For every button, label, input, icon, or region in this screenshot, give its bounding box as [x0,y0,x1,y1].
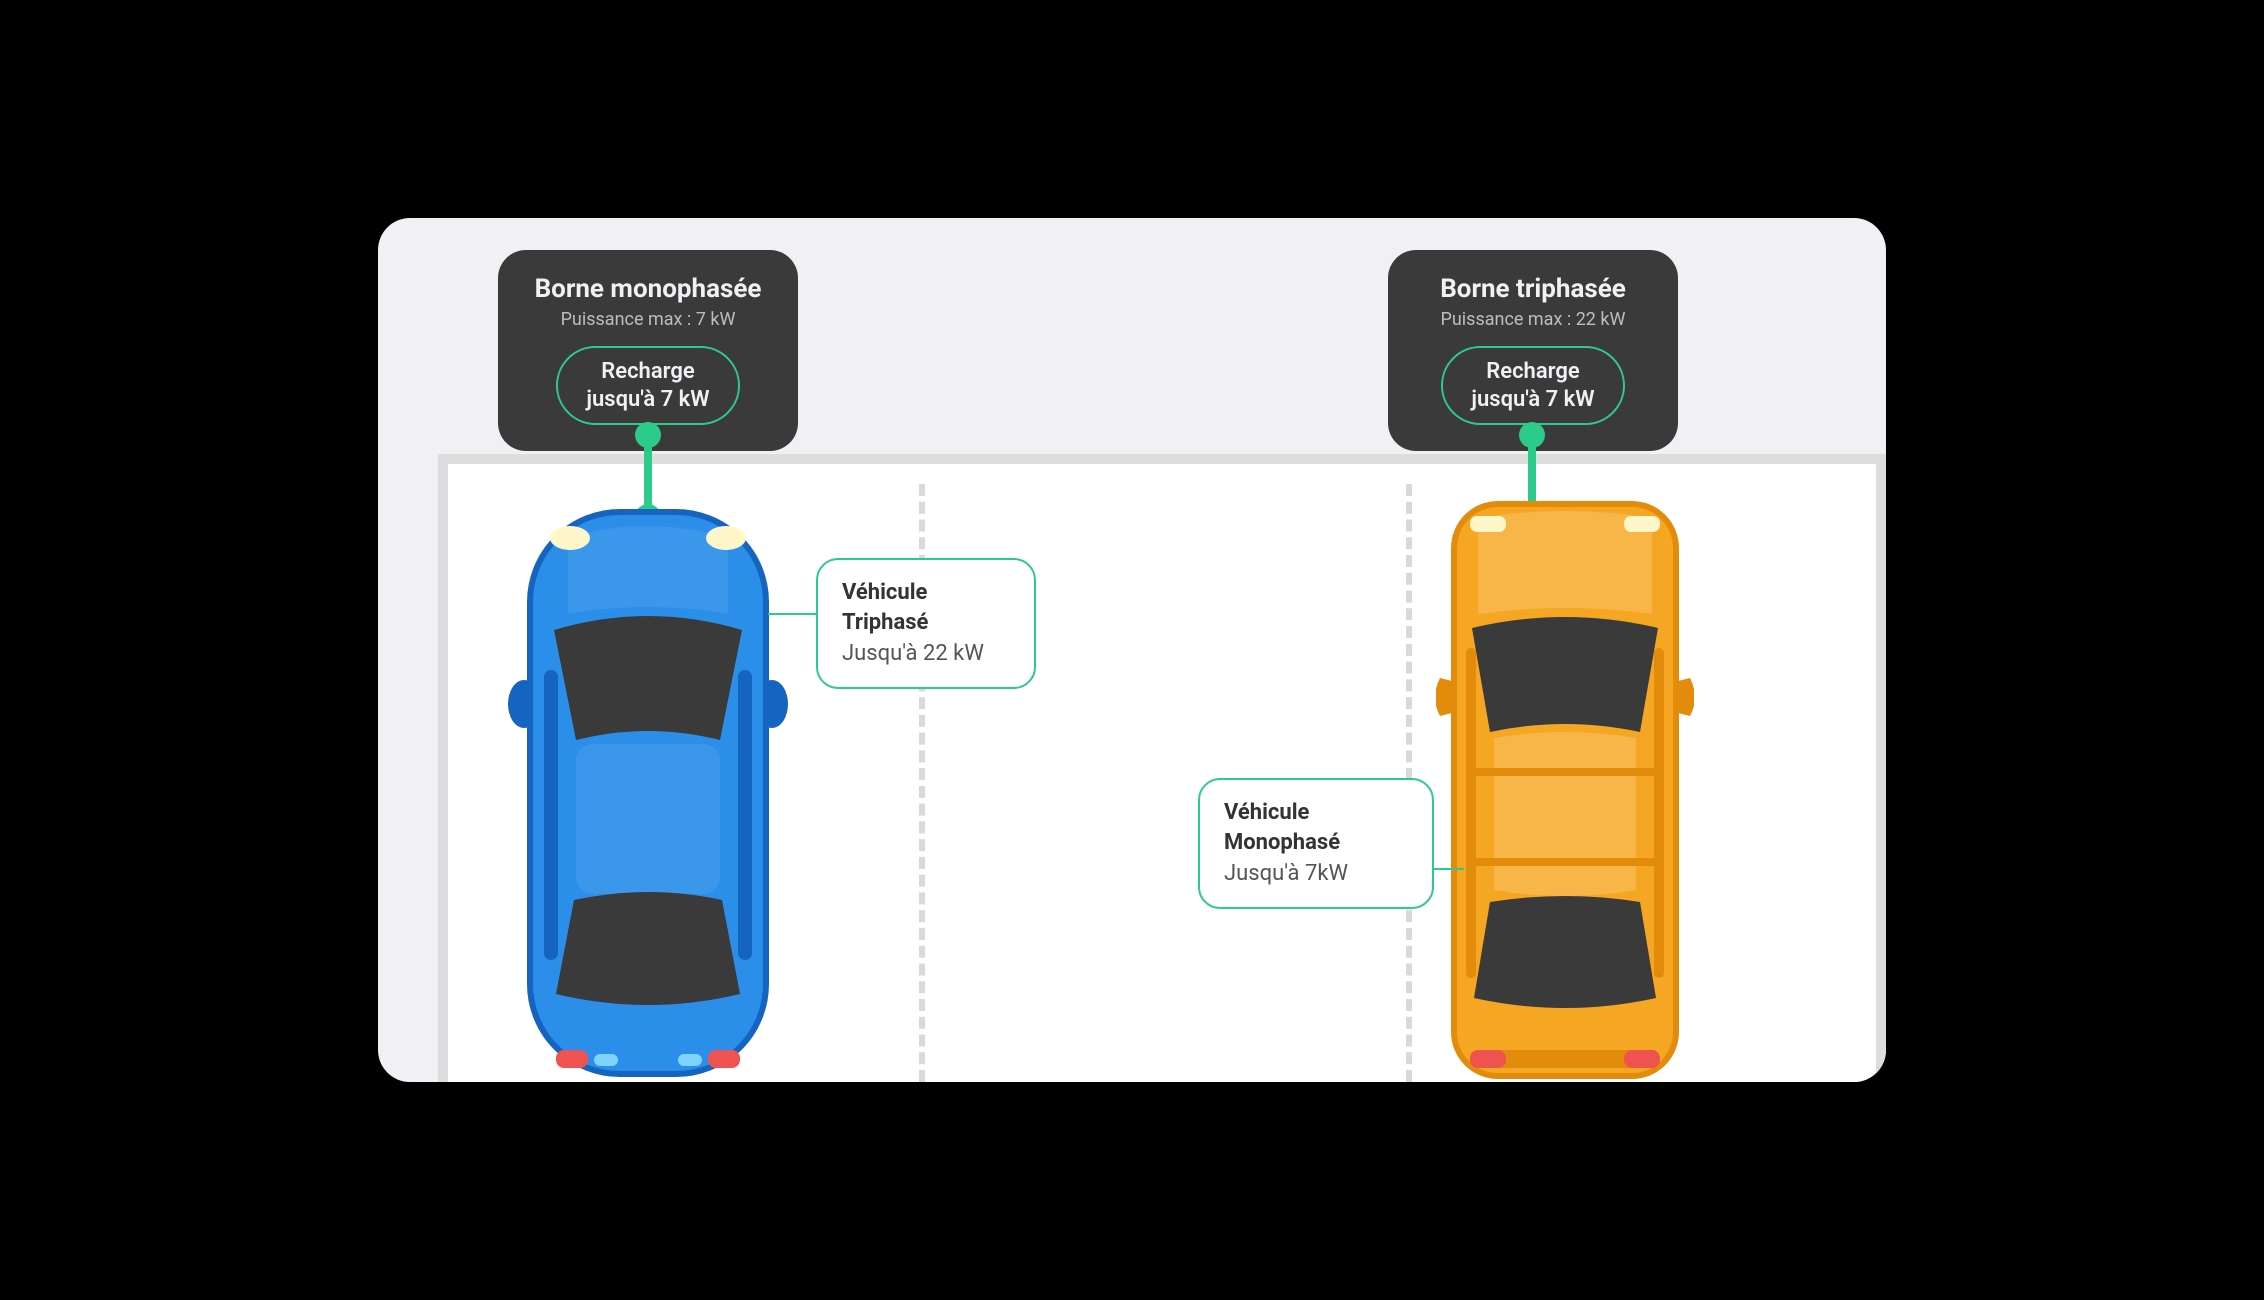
station-left-pill: Recharge jusqu'à 7 kW [556,346,739,425]
leader-blue [768,613,816,615]
callout-blue-title-l1: Véhicule [842,580,927,605]
station-right-title: Borne triphasée [1416,274,1650,305]
station-right-pill-line1: Recharge [1486,359,1579,384]
station-left-title: Borne monophasée [526,274,770,305]
station-left-pill-line1: Recharge [601,359,694,384]
callout-blue-sub: Jusqu'à 22 kW [842,639,1010,669]
dot-left-top [635,422,661,448]
station-right-pill-line2: jusqu'à 7 kW [1471,387,1594,412]
callout-orange-title-l2: Monophasé [1224,830,1340,855]
car-orange [1436,498,1694,1082]
station-right-subtitle: Puissance max : 22 kW [1416,309,1650,330]
callout-blue: Véhicule Triphasé Jusqu'à 22 kW [816,558,1036,689]
dot-right-top [1519,422,1545,448]
station-right-pill: Recharge jusqu'à 7 kW [1441,346,1624,425]
callout-orange: Véhicule Monophasé Jusqu'à 7kW [1198,778,1434,909]
station-box-right: Borne triphasée Puissance max : 22 kW Re… [1388,250,1678,451]
callout-orange-title: Véhicule Monophasé [1224,798,1408,857]
callout-orange-title-l1: Véhicule [1224,800,1309,825]
callout-blue-title: Véhicule Triphasé [842,578,1010,637]
callout-blue-title-l2: Triphasé [842,610,928,635]
leader-orange [1434,868,1464,870]
station-box-left: Borne monophasée Puissance max : 7 kW Re… [498,250,798,451]
diagram-canvas: Borne monophasée Puissance max : 7 kW Re… [378,218,1886,1082]
station-left-pill-line2: jusqu'à 7 kW [586,387,709,412]
car-blue [508,504,788,1082]
callout-orange-sub: Jusqu'à 7kW [1224,859,1408,889]
station-left-subtitle: Puissance max : 7 kW [526,309,770,330]
